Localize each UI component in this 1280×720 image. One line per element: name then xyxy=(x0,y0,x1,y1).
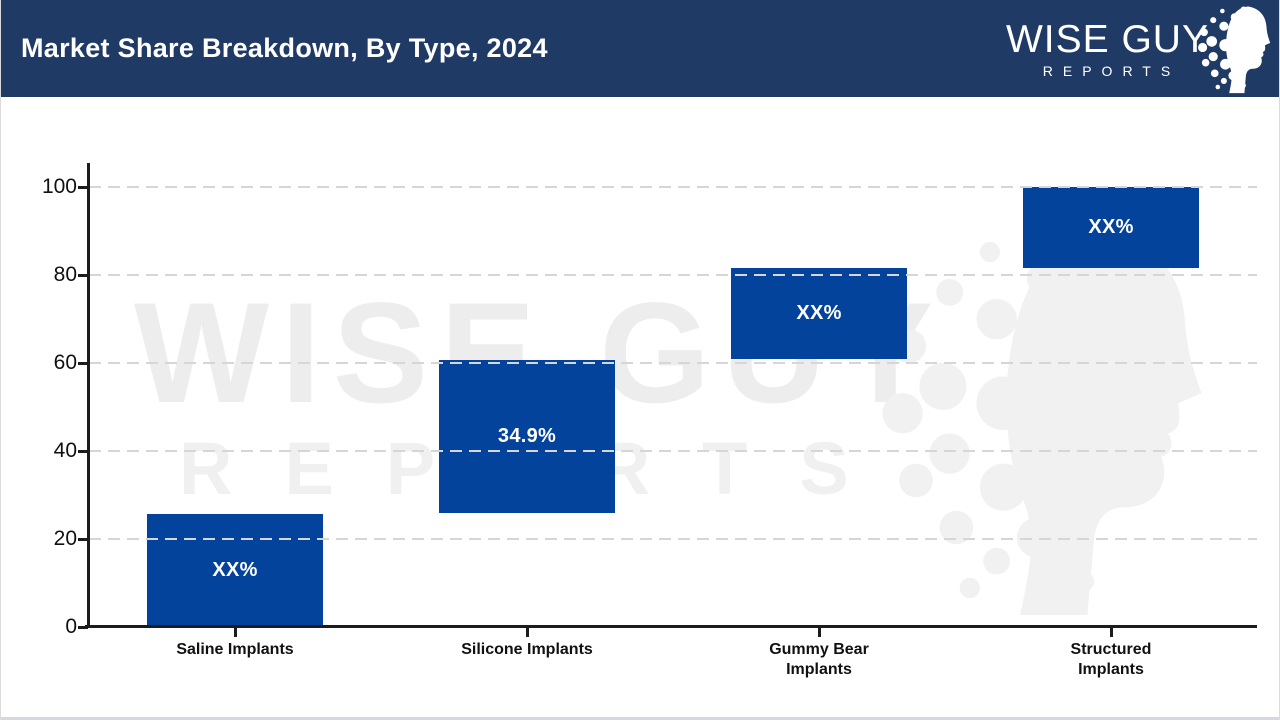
gridline xyxy=(89,362,1257,364)
bar: XX% xyxy=(147,513,323,627)
category-label-line: Saline Implants xyxy=(176,641,294,658)
watermark-face-icon xyxy=(882,231,1202,615)
x-tick-mark xyxy=(233,628,237,637)
y-tick-mark xyxy=(78,625,88,629)
x-tick-mark xyxy=(1109,628,1113,637)
category-label-line: Gummy Bear xyxy=(769,641,869,658)
x-axis-line xyxy=(85,625,1257,628)
bar-value-label: XX% xyxy=(212,558,258,581)
category-label: Gummy Bear Implants xyxy=(709,640,929,680)
gridline xyxy=(89,186,1257,188)
category-label-line: Implants xyxy=(786,661,852,678)
brand-logo-text: WISE GUY REPORTS xyxy=(1006,20,1209,78)
y-tick-label: 40 xyxy=(53,439,77,462)
y-tick-mark xyxy=(78,537,88,541)
header-bar: Market Share Breakdown, By Type, 2024 WI… xyxy=(1,0,1279,97)
brand-name: WISE GUY xyxy=(1005,17,1209,61)
bar: XX% xyxy=(1023,187,1199,268)
bar-value-label: 34.9% xyxy=(497,425,557,448)
y-tick-label: 20 xyxy=(53,527,77,550)
category-label: Silicone Implants xyxy=(417,640,637,660)
dotted-face-icon xyxy=(1198,5,1271,93)
y-tick-mark xyxy=(78,273,88,277)
bottom-border xyxy=(1,717,1279,720)
bar: 34.9% xyxy=(439,359,615,514)
category-label: Saline Implants xyxy=(125,640,345,660)
y-tick-label: 80 xyxy=(53,263,77,286)
bar-value-label: XX% xyxy=(1088,215,1134,238)
category-label-line: Structured xyxy=(1070,641,1152,658)
page-title: Market Share Breakdown, By Type, 2024 xyxy=(21,33,548,63)
bar: XX% xyxy=(731,267,907,360)
x-tick-mark xyxy=(817,628,821,637)
y-tick-label: 0 xyxy=(65,615,77,638)
category-label-line: Silicone Implants xyxy=(461,641,593,658)
y-tick-label: 100 xyxy=(41,175,77,198)
brand-subtitle: REPORTS xyxy=(1042,62,1181,79)
category-label: Structured Implants xyxy=(1001,640,1221,680)
y-tick-mark xyxy=(78,185,88,189)
category-label-line: Implants xyxy=(1078,661,1144,678)
y-tick-label: 60 xyxy=(53,351,77,374)
brand-logo: WISE GUY REPORTS xyxy=(1006,0,1271,97)
gridline xyxy=(89,274,1257,276)
bar-value-label: XX% xyxy=(796,301,842,324)
y-tick-mark xyxy=(78,361,88,365)
gridline xyxy=(89,450,1257,452)
x-tick-mark xyxy=(525,628,529,637)
gridline xyxy=(89,538,1257,540)
y-axis-line xyxy=(87,163,90,628)
y-tick-mark xyxy=(78,449,88,453)
